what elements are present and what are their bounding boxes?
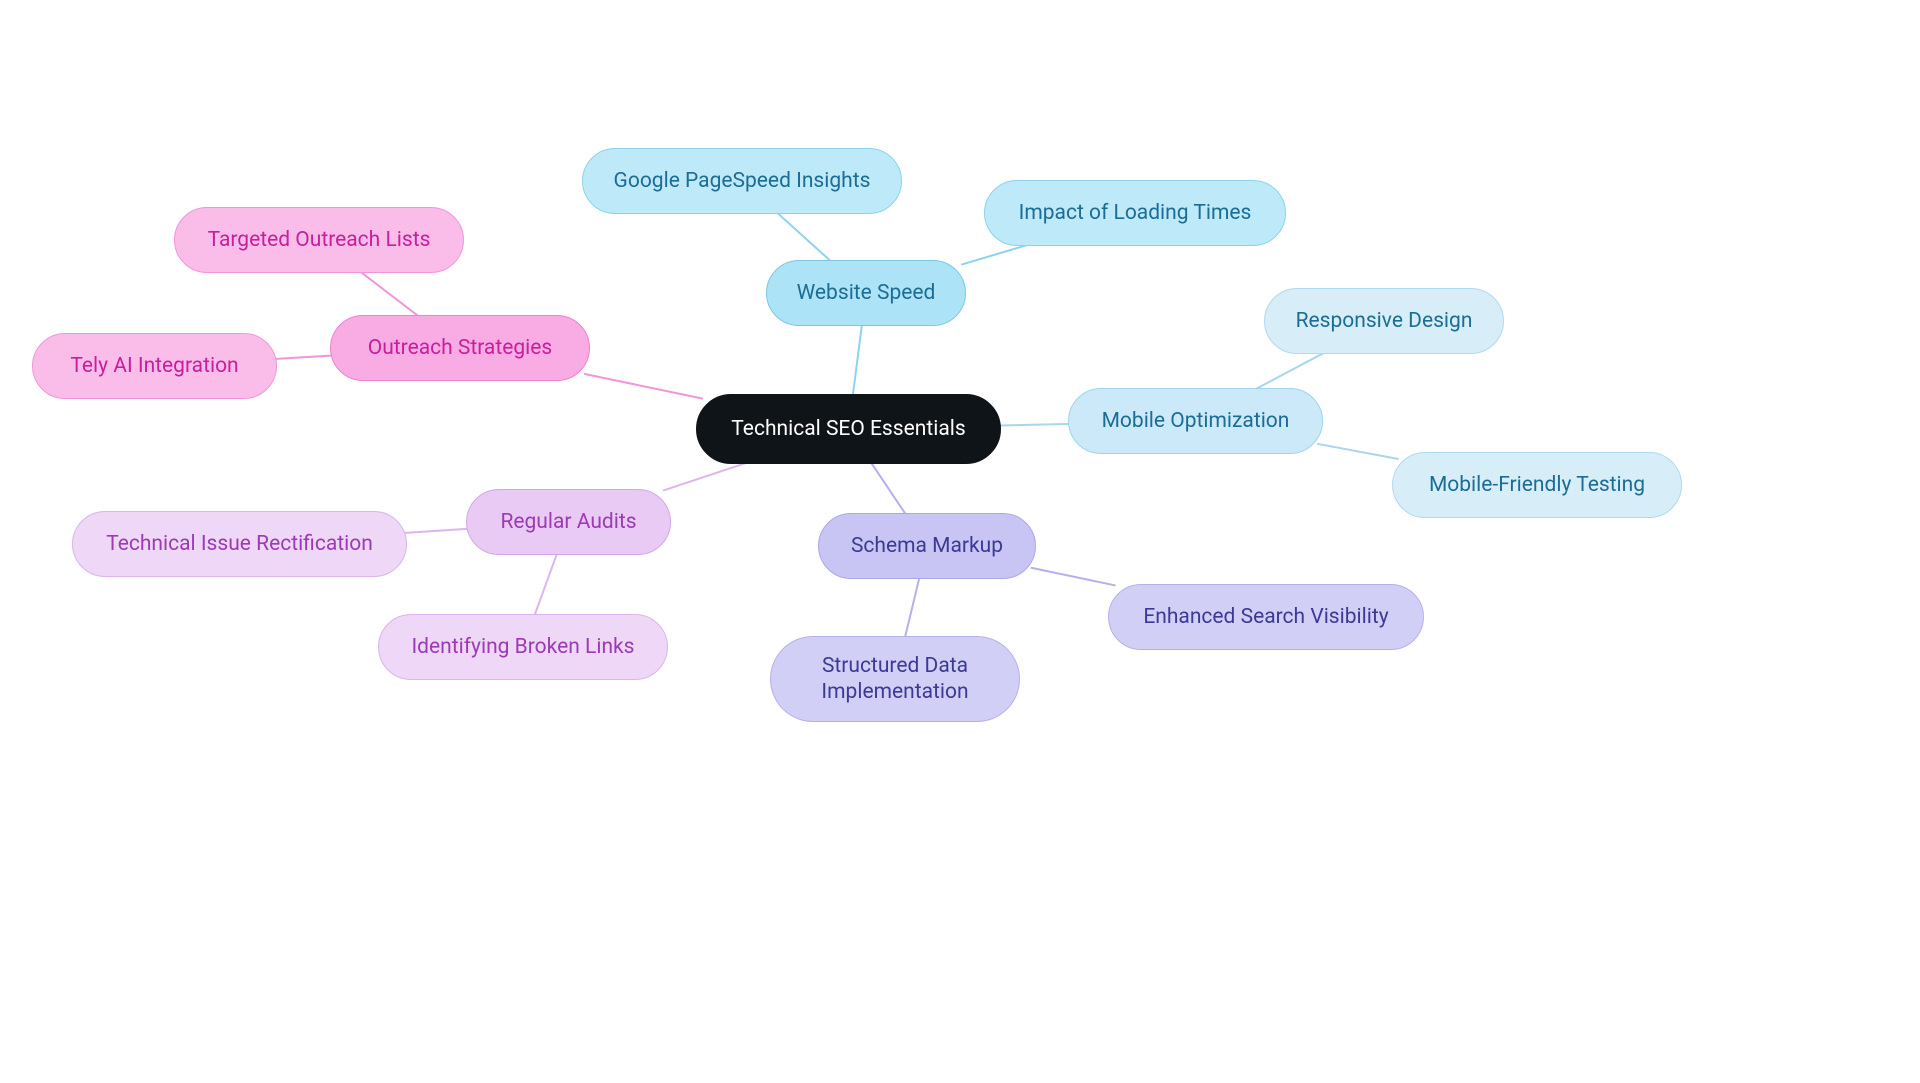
node-label: Targeted Outreach Lists [208, 227, 431, 253]
edge [1318, 444, 1398, 459]
node-label: Tely AI Integration [70, 353, 238, 379]
edge [905, 578, 919, 638]
node-mft: Mobile-Friendly Testing [1392, 452, 1682, 518]
node-schema: Schema Markup [818, 513, 1036, 579]
node-label: Google PageSpeed Insights [614, 168, 871, 194]
edge [1255, 353, 1324, 390]
node-label: Impact of Loading Times [1019, 200, 1252, 226]
node-pagespeed: Google PageSpeed Insights [582, 148, 902, 214]
node-label: Structured Data Implementation [821, 653, 968, 706]
node-tely: Tely AI Integration [32, 333, 277, 399]
node-broken: Identifying Broken Links [378, 614, 668, 680]
node-label: Enhanced Search Visibility [1143, 604, 1388, 630]
edge [962, 245, 1028, 265]
node-outreach: Outreach Strategies [330, 315, 590, 381]
node-sdi: Structured Data Implementation [770, 636, 1020, 722]
edge [272, 355, 335, 359]
mindmap-canvas: Technical SEO Essentials Website Speed Goo… [0, 0, 1920, 1083]
node-visibility: Enhanced Search Visibility [1108, 584, 1424, 650]
edge [535, 554, 557, 616]
edge [871, 463, 906, 515]
node-label: Mobile-Friendly Testing [1429, 472, 1645, 498]
node-responsive: Responsive Design [1264, 288, 1504, 354]
edge [853, 325, 862, 396]
node-label: Schema Markup [851, 533, 1003, 559]
edge [360, 272, 418, 317]
node-audits: Regular Audits [466, 489, 671, 555]
edge [1032, 568, 1115, 585]
node-mobile: Mobile Optimization [1068, 388, 1323, 454]
edge [995, 424, 1073, 426]
node-loading: Impact of Loading Times [984, 180, 1286, 246]
node-targeted: Targeted Outreach Lists [174, 207, 464, 273]
node-label: Outreach Strategies [368, 335, 553, 361]
node-center: Technical SEO Essentials [696, 394, 1001, 464]
edge [664, 463, 747, 491]
edge [400, 529, 470, 534]
node-label: Technical Issue Rectification [106, 531, 373, 557]
edge [585, 374, 702, 398]
node-label: Regular Audits [500, 509, 636, 535]
node-speed: Website Speed [766, 260, 966, 326]
node-label: Technical SEO Essentials [731, 416, 965, 442]
node-label: Responsive Design [1296, 308, 1473, 334]
node-rectify: Technical Issue Rectification [72, 511, 407, 577]
edge [777, 213, 831, 262]
node-label: Website Speed [797, 280, 936, 306]
node-label: Identifying Broken Links [411, 634, 634, 660]
node-label: Mobile Optimization [1102, 408, 1290, 434]
